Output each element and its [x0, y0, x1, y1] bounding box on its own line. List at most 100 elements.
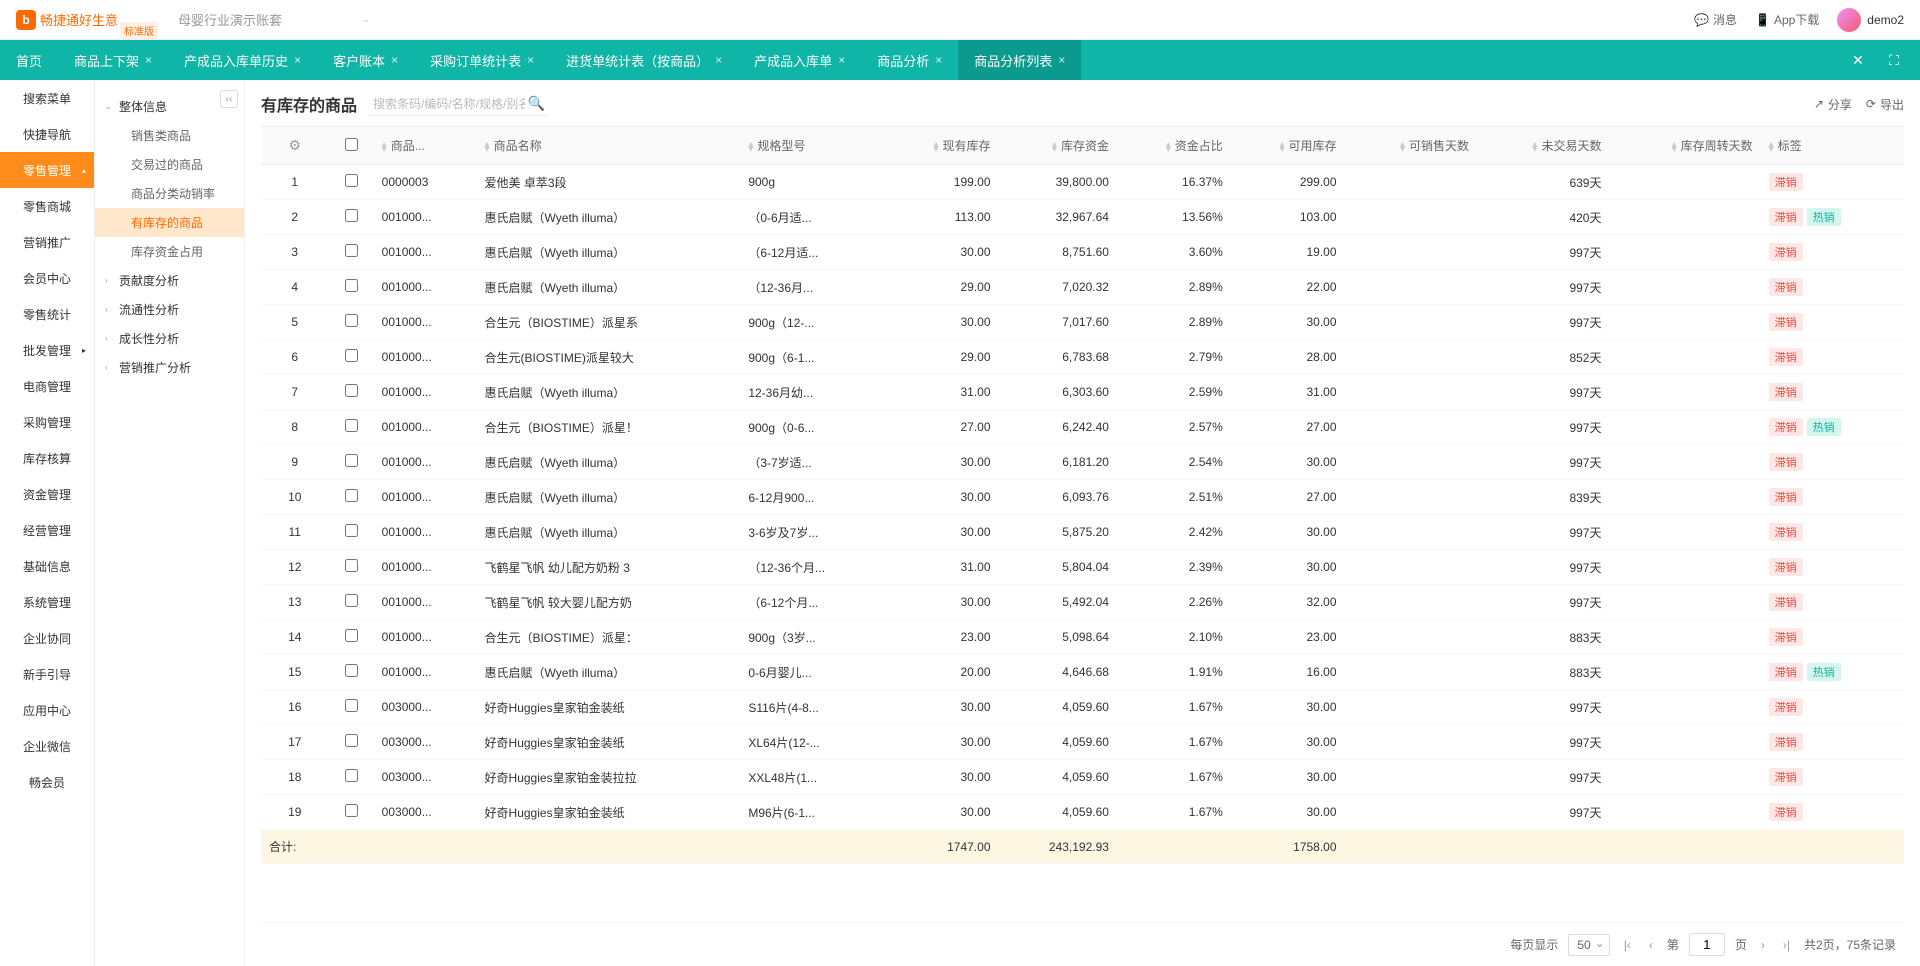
tree-item[interactable]: ›贡献度分析 [95, 266, 244, 295]
tree-item[interactable]: ›营销推广分析 [95, 353, 244, 382]
nav-item[interactable]: 批发管理▸ [0, 332, 94, 368]
table-row[interactable]: 16003000...好奇Huggies皇家铂金装纸S116片(4-8...30… [261, 690, 1904, 725]
table-row[interactable]: 18003000...好奇Huggies皇家铂金装拉拉XXL48片(1...30… [261, 760, 1904, 795]
row-checkbox[interactable] [345, 209, 358, 222]
row-checkbox[interactable] [345, 699, 358, 712]
nav-item[interactable]: 应用中心 [0, 692, 94, 728]
table-row[interactable]: 6001000...合生元(BIOSTIME)派星较大900g（6-1...29… [261, 340, 1904, 375]
user-menu[interactable]: demo2 [1837, 8, 1904, 32]
tab-close-icon[interactable]: × [1058, 53, 1065, 67]
tab-close-icon[interactable]: × [935, 53, 942, 67]
tree-item[interactable]: ›流通性分析 [95, 295, 244, 324]
column-header[interactable]: ▴▾未交易天数 [1477, 127, 1609, 165]
column-header[interactable]: ▴▾库存资金 [999, 127, 1117, 165]
fullscreen-icon[interactable]: ⛶ [1880, 46, 1908, 74]
tab-close-icon[interactable]: × [527, 53, 534, 67]
select-all-checkbox[interactable] [345, 138, 358, 151]
nav-item[interactable]: 快捷导航 [0, 116, 94, 152]
row-checkbox[interactable] [345, 349, 358, 362]
column-header[interactable]: ▴▾可用库存 [1231, 127, 1345, 165]
tab-close-icon[interactable]: × [391, 53, 398, 67]
row-checkbox[interactable] [345, 419, 358, 432]
table-row[interactable]: 19003000...好奇Huggies皇家铂金装纸M96片(6-1...30.… [261, 795, 1904, 830]
nav-item[interactable]: 零售管理▴ [0, 152, 94, 188]
column-header[interactable]: ▴▾标签 [1761, 127, 1904, 165]
table-row[interactable]: 9001000...惠氏启赋（Wyeth illuma）（3-7岁适...30.… [261, 445, 1904, 480]
message-button[interactable]: 💬 消息 [1694, 11, 1737, 28]
search-icon[interactable]: 🔍 [528, 95, 545, 112]
nav-item[interactable]: 采购管理 [0, 404, 94, 440]
nav-item[interactable]: 经营管理 [0, 512, 94, 548]
page-input[interactable] [1689, 933, 1725, 956]
tab[interactable]: 进货单统计表（按商品）× [550, 40, 738, 80]
tab-close-icon[interactable]: × [838, 53, 845, 67]
column-header[interactable]: ▴▾可销售天数 [1345, 127, 1477, 165]
nav-item[interactable]: 企业协同 [0, 620, 94, 656]
tab[interactable]: 商品上下架× [58, 40, 168, 80]
tree-item[interactable]: 有库存的商品 [95, 208, 244, 237]
table-row[interactable]: 4001000...惠氏启赋（Wyeth illuma）（12-36月...29… [261, 270, 1904, 305]
tree-item[interactable]: 商品分类动销率 [95, 179, 244, 208]
nav-item[interactable]: 会员中心 [0, 260, 94, 296]
table-row[interactable]: 10001000...惠氏启赋（Wyeth illuma）6-12月900...… [261, 480, 1904, 515]
share-button[interactable]: ↗ 分享 [1814, 96, 1852, 113]
row-checkbox[interactable] [345, 559, 358, 572]
table-row[interactable]: 17003000...好奇Huggies皇家铂金装纸XL64片(12-...30… [261, 725, 1904, 760]
nav-item[interactable]: 库存核算 [0, 440, 94, 476]
prev-page-button[interactable]: ‹ [1645, 938, 1657, 952]
table-row[interactable]: 8001000...合生元（BIOSTIME）派星！900g（0-6...27.… [261, 410, 1904, 445]
last-page-button[interactable]: ›| [1779, 938, 1794, 952]
nav-item[interactable]: 电商管理 [0, 368, 94, 404]
row-checkbox[interactable] [345, 804, 358, 817]
row-checkbox[interactable] [345, 629, 358, 642]
nav-item[interactable]: 零售商城 [0, 188, 94, 224]
row-checkbox[interactable] [345, 279, 358, 292]
row-checkbox[interactable] [345, 244, 358, 257]
row-checkbox[interactable] [345, 734, 358, 747]
table-wrap[interactable]: ⚙▴▾商品...▴▾商品名称▴▾规格型号▴▾现有库存▴▾库存资金▴▾资金占比▴▾… [261, 126, 1904, 922]
table-row[interactable]: 10000003爱他美 卓萃3段900g199.0039,800.0016.37… [261, 165, 1904, 200]
table-row[interactable]: 5001000...合生元（BIOSTIME）派星系900g（12-...30.… [261, 305, 1904, 340]
gear-icon[interactable]: ⚙ [288, 137, 301, 153]
tab[interactable]: 采购订单统计表× [414, 40, 550, 80]
tab-close-icon[interactable]: × [715, 53, 722, 67]
download-button[interactable]: 📱 App下载 [1755, 11, 1819, 28]
export-button[interactable]: ⟳ 导出 [1866, 96, 1904, 113]
account-selector[interactable]: 母婴行业演示账套 ⌄ [178, 10, 370, 29]
table-row[interactable]: 13001000...飞鹤星飞帆 较大婴儿配方奶（6-12个月...30.005… [261, 585, 1904, 620]
column-header[interactable]: ▴▾规格型号 [740, 127, 884, 165]
tab[interactable]: 客户账本× [317, 40, 414, 80]
tree-item[interactable]: ⌄整体信息 [95, 92, 244, 121]
first-page-button[interactable]: |‹ [1620, 938, 1635, 952]
nav-item[interactable]: 营销推广 [0, 224, 94, 260]
nav-item[interactable]: 资金管理 [0, 476, 94, 512]
table-row[interactable]: 3001000...惠氏启赋（Wyeth illuma）（6-12月适...30… [261, 235, 1904, 270]
nav-item[interactable]: 畅会员 [0, 764, 94, 800]
column-header[interactable]: ▴▾商品... [374, 127, 477, 165]
table-row[interactable]: 14001000...合生元（BIOSTIME）派星：900g（3岁...23.… [261, 620, 1904, 655]
nav-item[interactable]: 系统管理 [0, 584, 94, 620]
search-input[interactable] [369, 93, 549, 116]
tab[interactable]: 首页 [0, 40, 58, 80]
row-checkbox[interactable] [345, 524, 358, 537]
tab[interactable]: 产成品入库单历史× [168, 40, 317, 80]
column-header[interactable]: ▴▾资金占比 [1117, 127, 1231, 165]
row-checkbox[interactable] [345, 489, 358, 502]
column-header[interactable]: ⚙ [261, 127, 329, 165]
table-row[interactable]: 11001000...惠氏启赋（Wyeth illuma）3-6岁及7岁...3… [261, 515, 1904, 550]
row-checkbox[interactable] [345, 594, 358, 607]
tab[interactable]: 商品分析列表× [958, 40, 1081, 80]
table-row[interactable]: 15001000...惠氏启赋（Wyeth illuma）0-6月婴儿...20… [261, 655, 1904, 690]
table-row[interactable]: 7001000...惠氏启赋（Wyeth illuma）12-36月幼...31… [261, 375, 1904, 410]
tab-close-icon[interactable]: × [145, 53, 152, 67]
nav-item[interactable]: 零售统计 [0, 296, 94, 332]
nav-item[interactable]: 搜索菜单 [0, 80, 94, 116]
tab[interactable]: 商品分析× [861, 40, 958, 80]
table-row[interactable]: 2001000...惠氏启赋（Wyeth illuma）（0-6月适...113… [261, 200, 1904, 235]
table-row[interactable]: 12001000...飞鹤星飞帆 幼儿配方奶粉 3（12-36个月...31.0… [261, 550, 1904, 585]
column-header[interactable] [329, 127, 374, 165]
row-checkbox[interactable] [345, 314, 358, 327]
tree-item[interactable]: 交易过的商品 [95, 150, 244, 179]
nav-item[interactable]: 新手引导 [0, 656, 94, 692]
column-header[interactable]: ▴▾商品名称 [477, 127, 741, 165]
